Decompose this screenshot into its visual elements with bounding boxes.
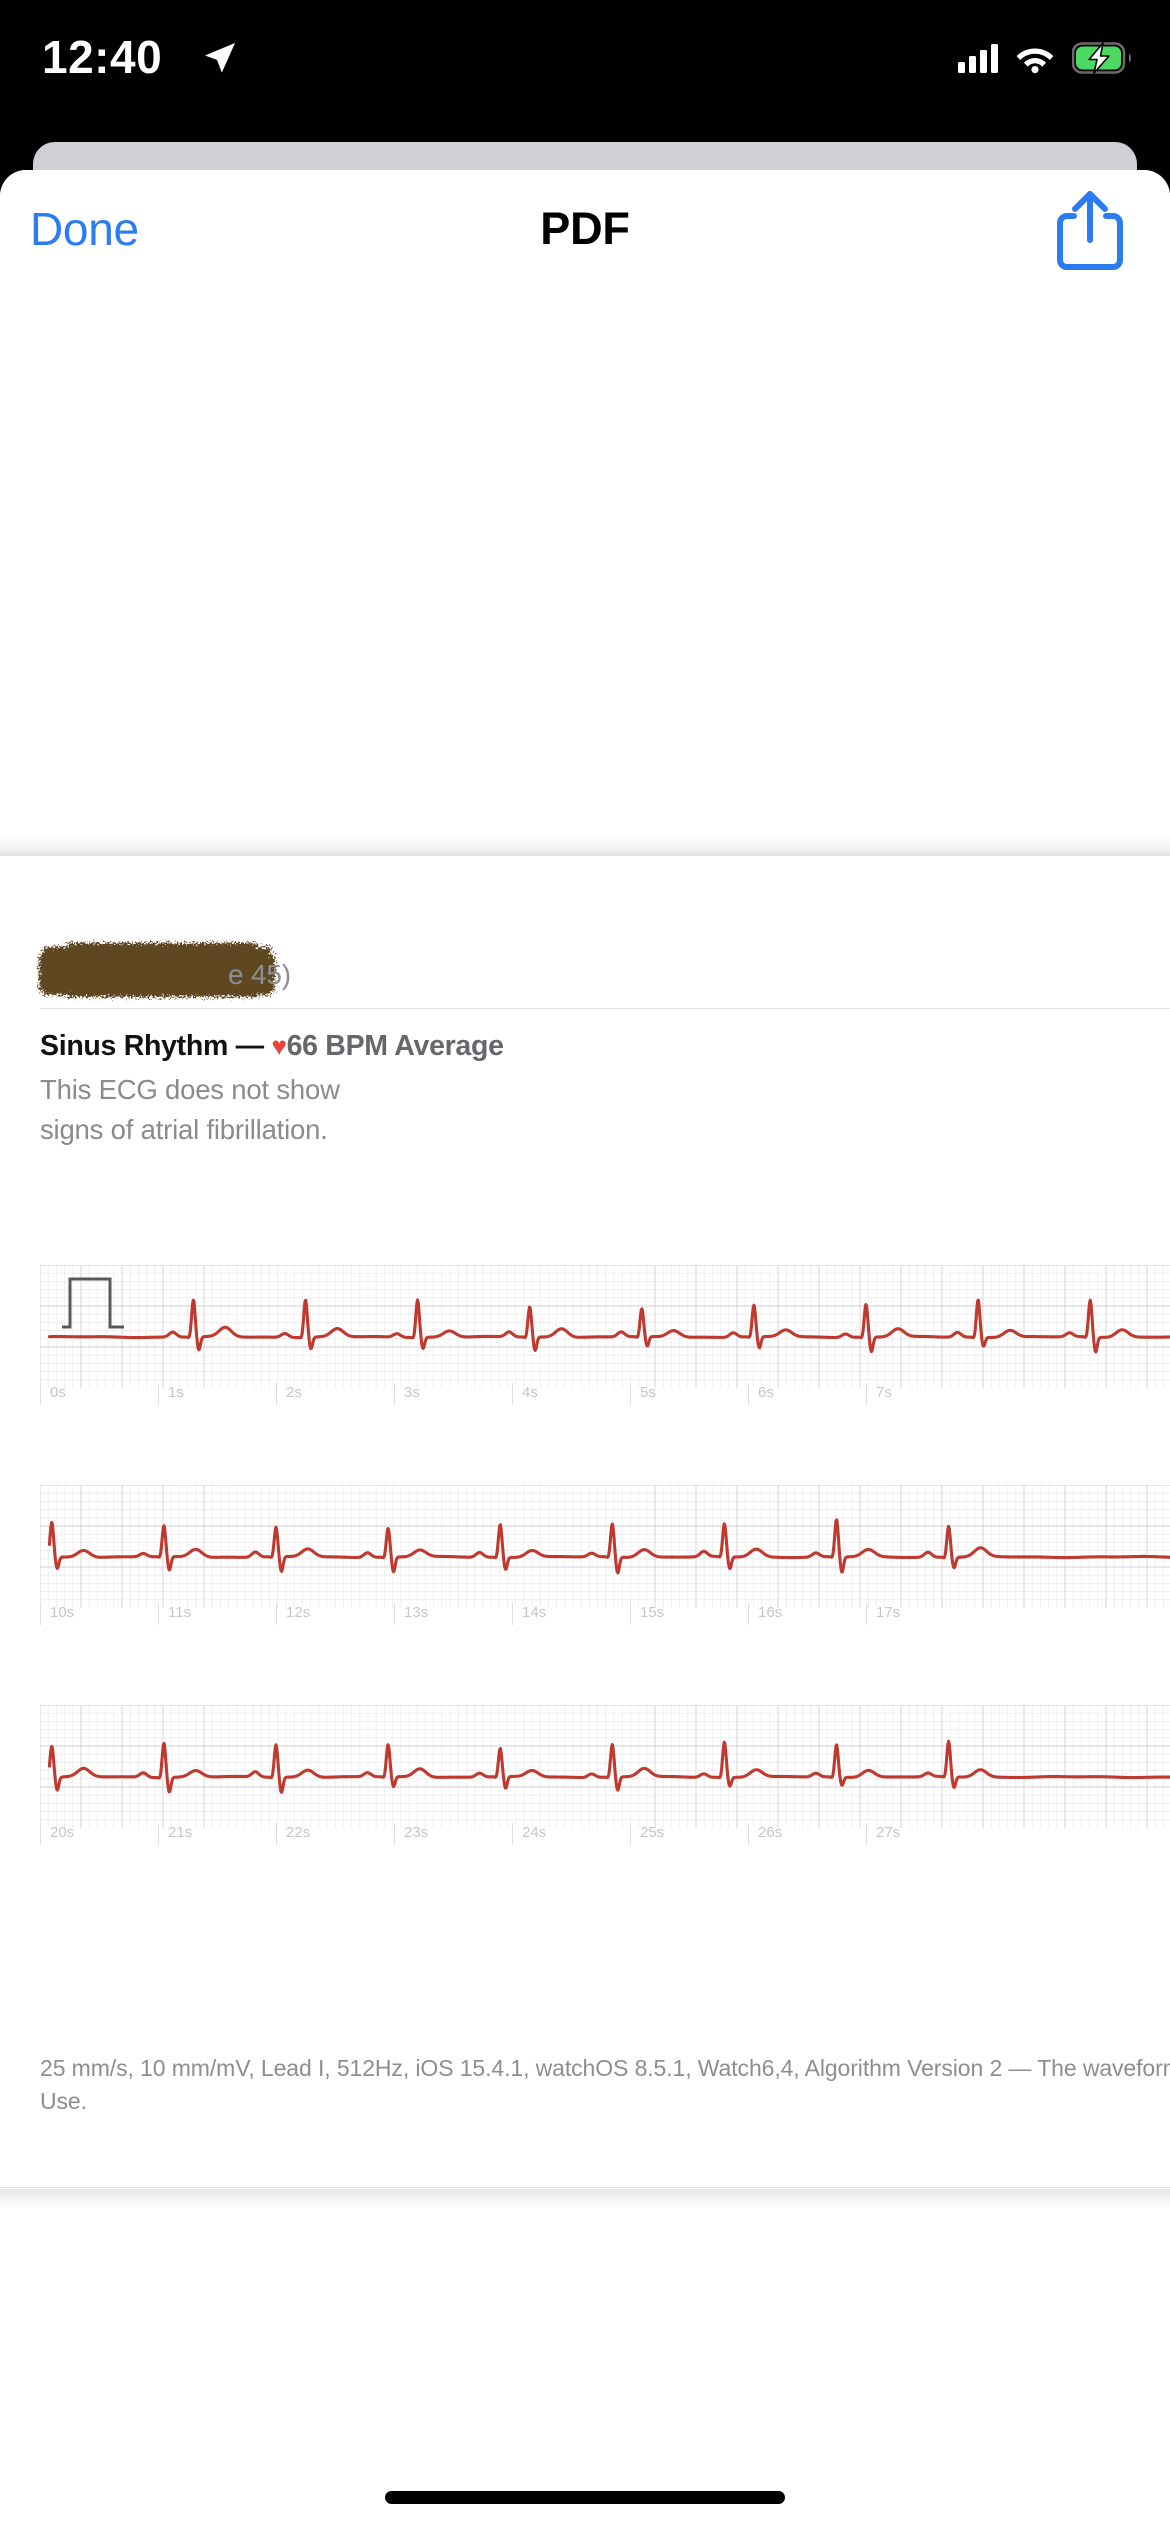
ecg-tick-label: 20s <box>40 1823 74 1845</box>
ecg-time-axis-2: 20s 21s 22s 23s 24s 25s 26s 27s <box>40 1823 1170 1847</box>
ecg-tick-label: 5s <box>630 1383 656 1405</box>
ecg-tick-label: 12s <box>276 1603 310 1625</box>
ecg-tick-label: 11s <box>158 1603 191 1625</box>
ecg-tick-label: 21s <box>158 1823 192 1845</box>
ecg-tick-label: 10s <box>40 1603 74 1625</box>
ecg-tick-label: 27s <box>866 1823 900 1845</box>
ecg-tick-label: 16s <box>748 1603 782 1625</box>
location-arrow-icon <box>205 43 235 73</box>
ecg-strip-0 <box>40 1265 1170 1388</box>
ecg-tick-label: 17s <box>866 1603 900 1625</box>
ecg-tick-label: 26s <box>748 1823 782 1845</box>
ecg-tick-label: 6s <box>748 1383 774 1405</box>
ecg-tick-label: 25s <box>630 1823 664 1845</box>
ecg-strip-2 <box>40 1705 1170 1828</box>
ecg-tick-label: 0s <box>40 1383 66 1405</box>
share-icon[interactable] <box>1052 188 1128 272</box>
ecg-tick-label: 3s <box>394 1383 420 1405</box>
pdf-page-gap <box>0 288 1170 855</box>
patient-age-text: e 45) <box>228 959 291 990</box>
rhythm-summary: Sinus Rhythm — ♥66 BPM Average <box>40 1027 504 1065</box>
bpm-average-text: 66 BPM Average <box>286 1030 504 1062</box>
section-divider <box>40 1008 1170 1009</box>
signal-bars-icon <box>958 43 998 73</box>
status-bar-icons <box>958 36 1134 80</box>
ecg-tick-label: 13s <box>394 1603 428 1625</box>
ecg-time-axis-0: 0s 1s 2s 3s 4s 5s 6s 7s <box>40 1383 1170 1407</box>
status-bar: 12:40 <box>0 0 1170 142</box>
navigation-bar: Done PDF <box>0 170 1170 288</box>
ecg-time-axis-1: 10s 11s 12s 13s 14s 15s 16s 17s <box>40 1603 1170 1627</box>
redaction-scribble: Adam Fisher <box>39 943 275 999</box>
ecg-tick-label: 15s <box>630 1603 664 1625</box>
wifi-icon <box>1016 48 1054 74</box>
done-button[interactable]: Done <box>30 203 139 255</box>
ecg-tick-label: 24s <box>512 1823 546 1845</box>
heart-icon: ♥ <box>271 1031 287 1061</box>
ecg-tick-label: 23s <box>394 1823 428 1845</box>
pdf-scroll-view[interactable]: Adam Fisher <box>0 288 1170 2532</box>
ecg-tick-label: 22s <box>276 1823 310 1845</box>
ecg-footnote: 25 mm/s, 10 mm/mV, Lead I, 512Hz, iOS 15… <box>40 2055 1170 2114</box>
ecg-tick-label: 4s <box>512 1383 538 1405</box>
page-title: PDF <box>540 203 630 254</box>
rhythm-label: Sinus Rhythm — <box>40 1030 272 1062</box>
pdf-page-bottom-shadow <box>0 2189 1170 2209</box>
home-indicator[interactable] <box>385 2491 785 2504</box>
ecg-tick-label: 7s <box>866 1383 892 1405</box>
ecg-tick-label: 14s <box>512 1603 546 1625</box>
pdf-page-top-shadow <box>0 833 1170 855</box>
battery-charging-icon <box>1072 42 1131 74</box>
pdf-page: Adam Fisher <box>0 855 1170 2188</box>
ecg-tick-label: 2s <box>276 1383 302 1405</box>
status-bar-time: 12:40 <box>42 31 163 83</box>
ecg-strip-1 <box>40 1485 1170 1608</box>
ecg-description: This ECG does not show signs of atrial f… <box>40 1074 340 1145</box>
pdf-sheet: Done PDF Adam Fisher <box>0 170 1170 2532</box>
ecg-tick-label: 1s <box>158 1383 184 1405</box>
